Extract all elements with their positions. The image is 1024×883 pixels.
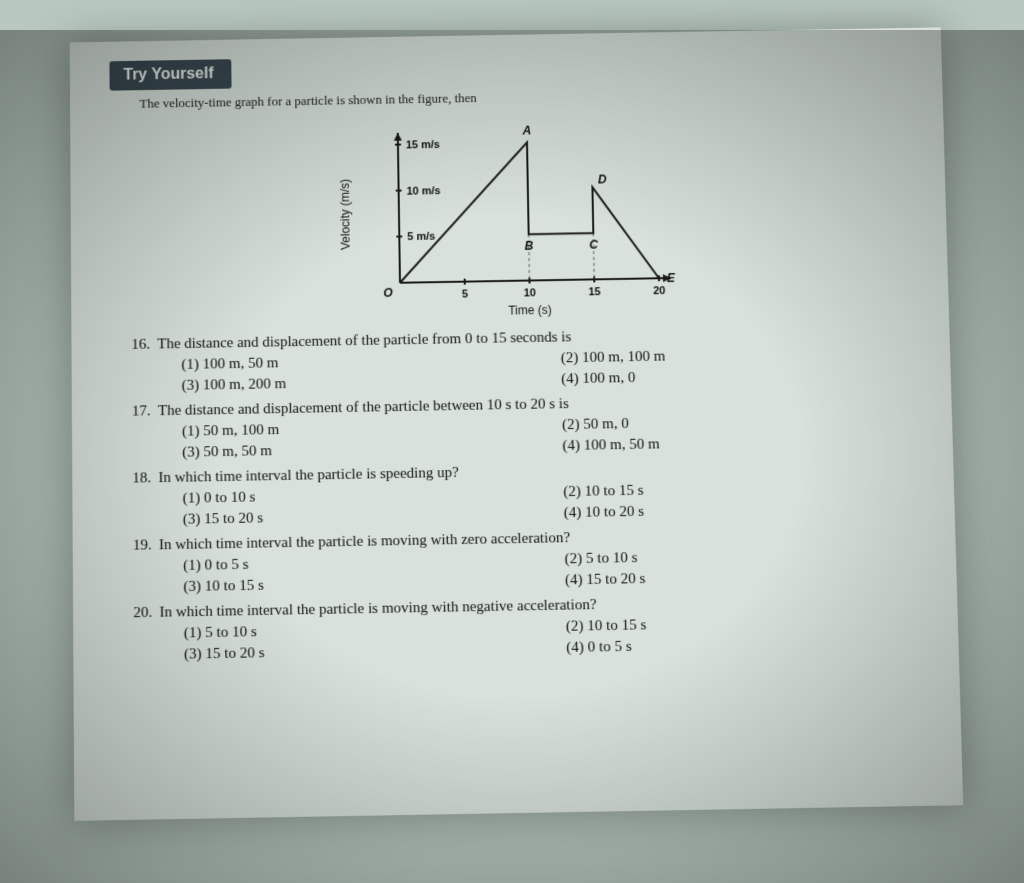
svg-text:15: 15 — [588, 286, 600, 298]
option: (2) 50 m, 0 — [562, 411, 912, 434]
option: (2) 10 to 15 s — [566, 613, 918, 636]
svg-text:Velocity (m/s): Velocity (m/s) — [338, 179, 353, 250]
question-text: In which time interval the particle is m… — [159, 530, 570, 553]
options-grid: (1) 50 m, 100 m (2) 50 m, 0 (3) 50 m, 50 m… — [182, 411, 913, 462]
question-text: In which time interval the particle is m… — [159, 597, 596, 621]
options-grid: (1) 0 to 10 s (2) 10 to 15 s (3) 15 to 20 … — [183, 478, 915, 529]
questions-list: 16.The distance and displacement of the … — [111, 324, 918, 665]
options-grid: (1) 100 m, 50 m (2) 100 m, 100 m (3) 100 m… — [181, 344, 911, 394]
option: (1) 0 to 5 s — [183, 552, 535, 575]
option: (3) 100 m, 200 m — [182, 372, 532, 395]
question-text: The distance and displacement of the par… — [157, 329, 571, 352]
question-number: 16. — [131, 337, 157, 354]
svg-text:10 m/s: 10 m/s — [407, 185, 441, 197]
option: (4) 100 m, 0 — [561, 365, 911, 388]
options-grid: (1) 5 to 10 s (2) 10 to 15 s (3) 15 to 20 … — [184, 613, 919, 664]
option: (2) 5 to 10 s — [564, 545, 916, 568]
velocity-time-graph: 5 m/s 10 m/s 15 m/s 5 10 15 20 O A B C D E Time (s) Ve… — [110, 106, 909, 327]
option: (3) 15 to 20 s — [184, 640, 536, 663]
option: (1) 5 to 10 s — [184, 619, 536, 642]
option: (3) 10 to 15 s — [183, 573, 535, 596]
banner-title: Try Yourself — [109, 59, 231, 90]
option: (4) 100 m, 50 m — [562, 432, 913, 455]
question-text: The distance and displacement of the par… — [158, 396, 569, 419]
question-number: 20. — [133, 605, 159, 623]
svg-text:C: C — [589, 238, 598, 252]
option: (3) 50 m, 50 m — [182, 439, 532, 462]
option: (1) 0 to 10 s — [183, 485, 534, 508]
svg-text:D: D — [598, 172, 607, 186]
option: (2) 100 m, 100 m — [561, 344, 911, 367]
question-number: 17. — [132, 403, 158, 420]
svg-text:B: B — [524, 239, 533, 253]
option: (1) 50 m, 100 m — [182, 418, 532, 441]
svg-text:E: E — [667, 271, 676, 285]
question-number: 19. — [133, 537, 159, 555]
question-number: 18. — [132, 470, 158, 487]
svg-text:O: O — [383, 286, 393, 300]
options-grid: (1) 0 to 5 s (2) 5 to 10 s (3) 10 to 15 s (… — [183, 545, 916, 596]
svg-text:5 m/s: 5 m/s — [407, 231, 435, 243]
svg-text:5: 5 — [462, 289, 468, 301]
question-text: In which time interval the particle is s… — [158, 465, 459, 486]
svg-text:15 m/s: 15 m/s — [406, 139, 440, 151]
option: (4) 15 to 20 s — [565, 566, 917, 589]
page: Try Yourself The velocity-time graph for… — [70, 27, 964, 820]
svg-text:Time (s): Time (s) — [508, 303, 552, 318]
option: (1) 100 m, 50 m — [181, 351, 531, 374]
option: (4) 0 to 5 s — [566, 634, 918, 657]
svg-text:A: A — [521, 124, 531, 138]
svg-text:20: 20 — [653, 285, 665, 297]
option: (4) 10 to 20 s — [564, 499, 915, 522]
option: (3) 15 to 20 s — [183, 506, 534, 529]
option: (2) 10 to 15 s — [563, 478, 914, 501]
svg-text:10: 10 — [524, 287, 536, 299]
